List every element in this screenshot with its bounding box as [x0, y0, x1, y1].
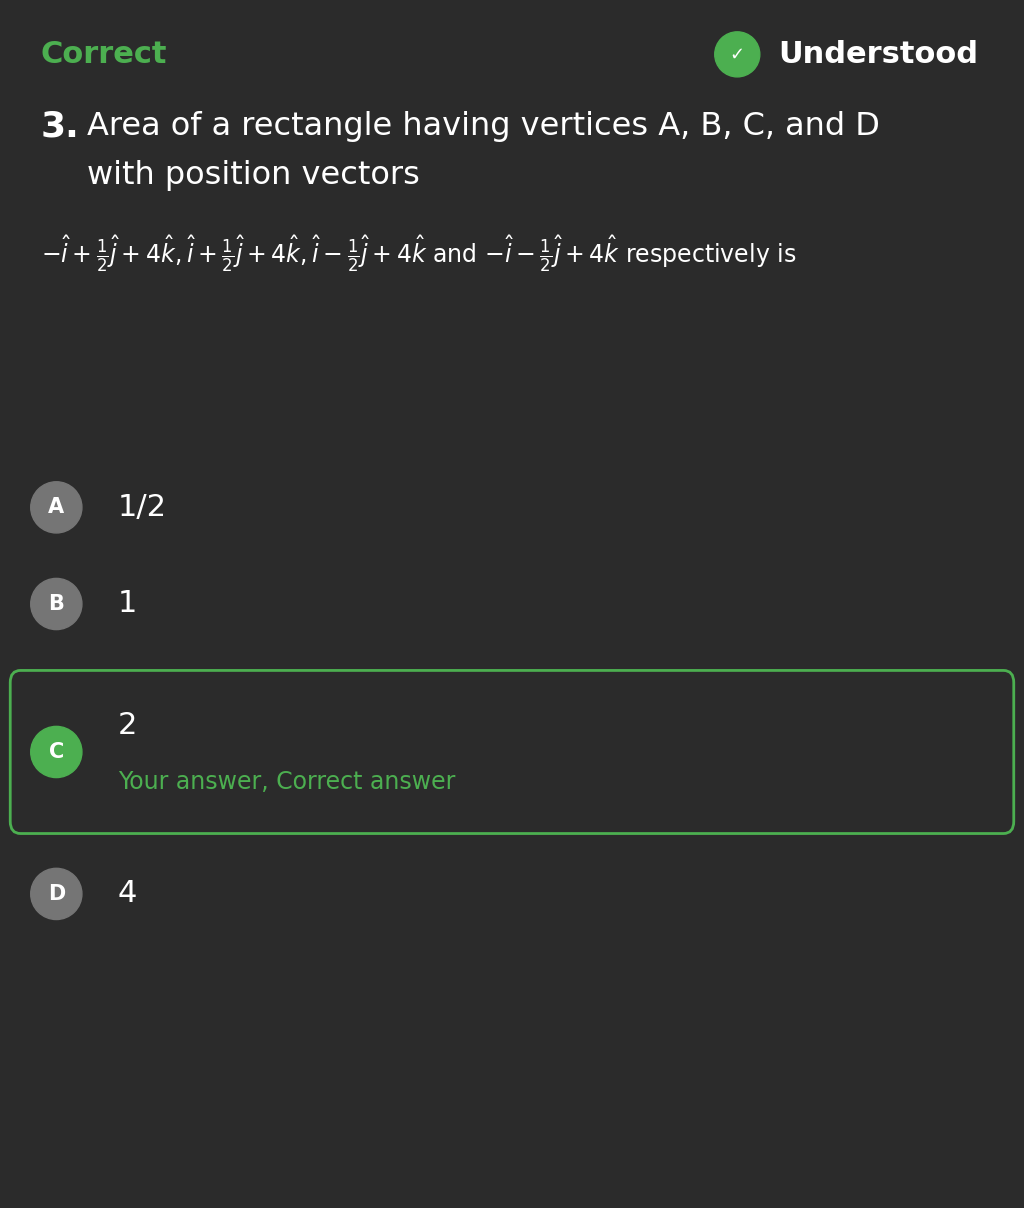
- Text: ✓: ✓: [730, 46, 744, 63]
- Text: 1: 1: [118, 590, 137, 618]
- Text: with position vectors: with position vectors: [87, 159, 420, 191]
- Ellipse shape: [31, 579, 82, 629]
- FancyBboxPatch shape: [10, 670, 1014, 834]
- Text: Your answer, Correct answer: Your answer, Correct answer: [118, 771, 455, 794]
- Ellipse shape: [31, 482, 82, 533]
- Text: 4: 4: [118, 879, 137, 908]
- Ellipse shape: [31, 726, 82, 778]
- Text: Area of a rectangle having vertices A, B, C, and D: Area of a rectangle having vertices A, B…: [87, 111, 880, 143]
- Text: 1/2: 1/2: [118, 493, 167, 522]
- Text: $-\hat{i}+\frac{1}{2}\hat{j}+4\hat{k},\hat{i}+\frac{1}{2}\hat{j}+4\hat{k},\hat{i: $-\hat{i}+\frac{1}{2}\hat{j}+4\hat{k},\h…: [41, 233, 797, 274]
- Text: 3.: 3.: [41, 110, 80, 144]
- Text: D: D: [48, 884, 65, 904]
- Text: B: B: [48, 594, 65, 614]
- Text: 2: 2: [118, 710, 137, 741]
- Ellipse shape: [715, 31, 760, 77]
- Text: Understood: Understood: [778, 40, 978, 69]
- Text: Correct: Correct: [41, 40, 168, 69]
- Ellipse shape: [31, 869, 82, 919]
- Text: A: A: [48, 498, 65, 517]
- Text: C: C: [49, 742, 63, 762]
